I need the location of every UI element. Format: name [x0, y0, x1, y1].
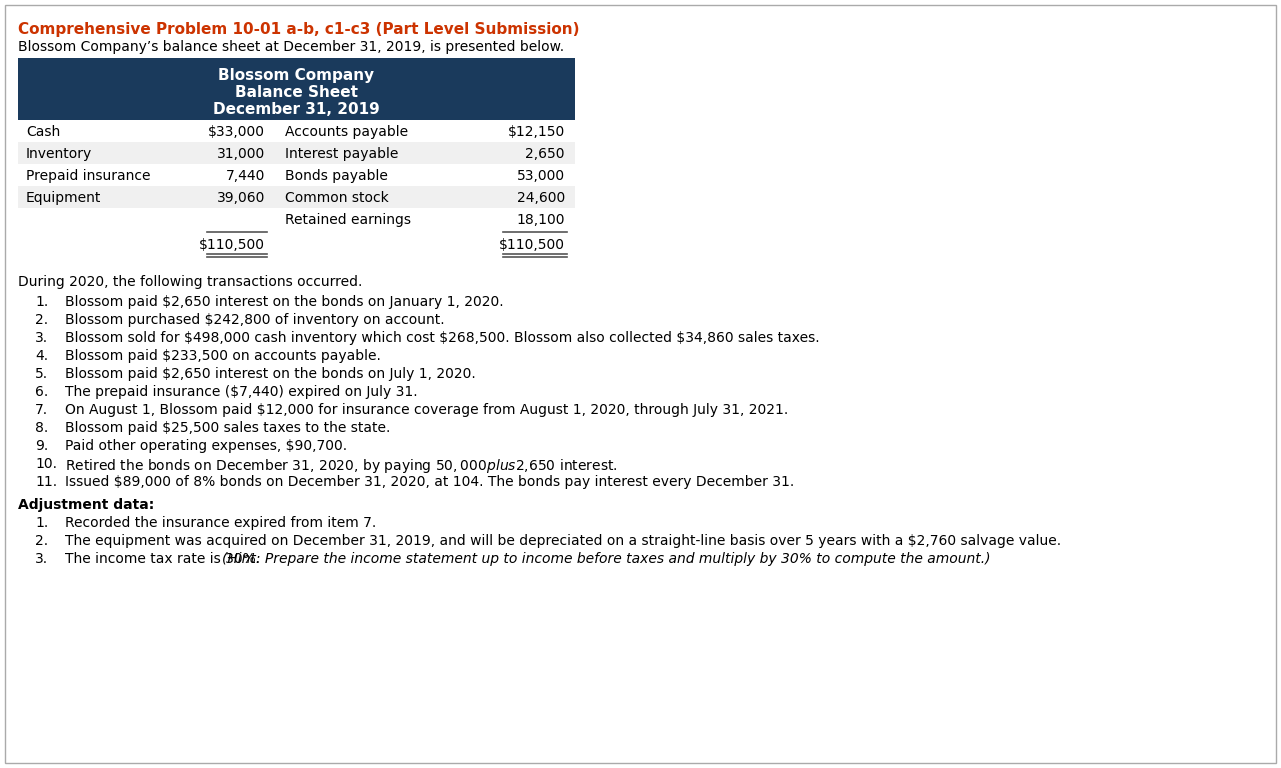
Text: $33,000: $33,000: [208, 125, 265, 139]
FancyBboxPatch shape: [5, 5, 1276, 763]
Text: The income tax rate is 30%.: The income tax rate is 30%.: [65, 552, 264, 566]
Text: Paid other operating expenses, $90,700.: Paid other operating expenses, $90,700.: [65, 439, 347, 453]
FancyBboxPatch shape: [18, 164, 575, 186]
Text: 5.: 5.: [35, 367, 49, 381]
Text: Accounts payable: Accounts payable: [284, 125, 409, 139]
Text: 10.: 10.: [35, 457, 56, 471]
Text: Interest payable: Interest payable: [284, 147, 398, 161]
Text: 2.: 2.: [35, 313, 49, 327]
Text: (Hint: Prepare the income statement up to income before taxes and multiply by 30: (Hint: Prepare the income statement up t…: [222, 552, 990, 566]
FancyBboxPatch shape: [18, 230, 575, 260]
Text: Blossom paid $233,500 on accounts payable.: Blossom paid $233,500 on accounts payabl…: [65, 349, 380, 363]
Text: 53,000: 53,000: [516, 169, 565, 183]
Text: Blossom sold for $498,000 cash inventory which cost $268,500. Blossom also colle: Blossom sold for $498,000 cash inventory…: [65, 331, 820, 345]
FancyBboxPatch shape: [18, 142, 575, 164]
FancyBboxPatch shape: [18, 58, 575, 120]
Text: 31,000: 31,000: [216, 147, 265, 161]
Text: Bonds payable: Bonds payable: [284, 169, 388, 183]
Text: 7.: 7.: [35, 403, 49, 417]
Text: 1.: 1.: [35, 516, 49, 530]
Text: 8.: 8.: [35, 421, 49, 435]
Text: Common stock: Common stock: [284, 191, 388, 205]
Text: 11.: 11.: [35, 475, 58, 489]
Text: Blossom Company’s balance sheet at December 31, 2019, is presented below.: Blossom Company’s balance sheet at Decem…: [18, 40, 564, 54]
Text: The equipment was acquired on December 31, 2019, and will be depreciated on a st: The equipment was acquired on December 3…: [65, 534, 1061, 548]
Text: 39,060: 39,060: [216, 191, 265, 205]
Text: 24,600: 24,600: [516, 191, 565, 205]
Text: $110,500: $110,500: [500, 238, 565, 252]
Text: $110,500: $110,500: [199, 238, 265, 252]
Text: Retired the bonds on December 31, 2020, by paying $50,000 plus $2,650 interest.: Retired the bonds on December 31, 2020, …: [65, 457, 617, 475]
Text: Inventory: Inventory: [26, 147, 92, 161]
Text: Prepaid insurance: Prepaid insurance: [26, 169, 150, 183]
Text: Blossom paid $2,650 interest on the bonds on July 1, 2020.: Blossom paid $2,650 interest on the bond…: [65, 367, 475, 381]
FancyBboxPatch shape: [18, 186, 575, 208]
Text: On August 1, Blossom paid $12,000 for insurance coverage from August 1, 2020, th: On August 1, Blossom paid $12,000 for in…: [65, 403, 788, 417]
Text: Blossom purchased $242,800 of inventory on account.: Blossom purchased $242,800 of inventory …: [65, 313, 445, 327]
Text: Equipment: Equipment: [26, 191, 101, 205]
Text: Cash: Cash: [26, 125, 60, 139]
Text: 3.: 3.: [35, 552, 49, 566]
Text: Balance Sheet: Balance Sheet: [234, 85, 357, 100]
Text: Recorded the insurance expired from item 7.: Recorded the insurance expired from item…: [65, 516, 377, 530]
FancyBboxPatch shape: [18, 120, 575, 142]
Text: 18,100: 18,100: [516, 213, 565, 227]
Text: 7,440: 7,440: [225, 169, 265, 183]
Text: 2,650: 2,650: [525, 147, 565, 161]
Text: December 31, 2019: December 31, 2019: [213, 102, 380, 117]
Text: 2.: 2.: [35, 534, 49, 548]
Text: Blossom paid $25,500 sales taxes to the state.: Blossom paid $25,500 sales taxes to the …: [65, 421, 391, 435]
Text: Retained earnings: Retained earnings: [284, 213, 411, 227]
Text: Issued $89,000 of 8% bonds on December 31, 2020, at 104. The bonds pay interest : Issued $89,000 of 8% bonds on December 3…: [65, 475, 794, 489]
FancyBboxPatch shape: [18, 208, 575, 230]
Text: 4.: 4.: [35, 349, 49, 363]
Text: Comprehensive Problem 10-01 a-b, c1-c3 (Part Level Submission): Comprehensive Problem 10-01 a-b, c1-c3 (…: [18, 22, 579, 37]
Text: 6.: 6.: [35, 385, 49, 399]
Text: Blossom paid $2,650 interest on the bonds on January 1, 2020.: Blossom paid $2,650 interest on the bond…: [65, 295, 503, 309]
Text: Adjustment data:: Adjustment data:: [18, 498, 154, 512]
Text: Blossom Company: Blossom Company: [219, 68, 374, 83]
Text: $12,150: $12,150: [507, 125, 565, 139]
Text: During 2020, the following transactions occurred.: During 2020, the following transactions …: [18, 275, 363, 289]
Text: 3.: 3.: [35, 331, 49, 345]
Text: 1.: 1.: [35, 295, 49, 309]
Text: The prepaid insurance ($7,440) expired on July 31.: The prepaid insurance ($7,440) expired o…: [65, 385, 418, 399]
Text: 9.: 9.: [35, 439, 49, 453]
